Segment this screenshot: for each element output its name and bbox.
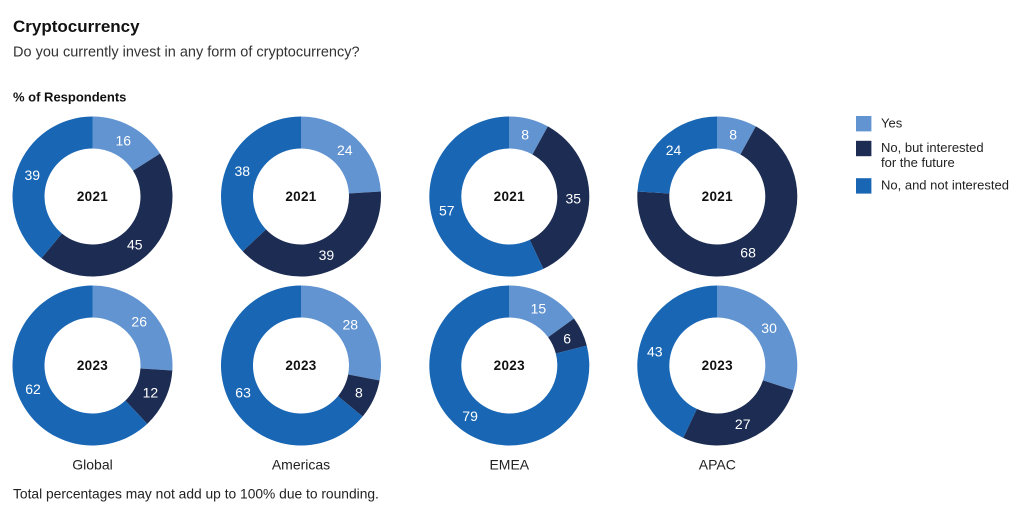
- svg-text:43: 43: [647, 344, 663, 360]
- svg-text:30: 30: [761, 320, 777, 336]
- svg-text:62: 62: [25, 381, 41, 397]
- svg-text:39: 39: [319, 247, 335, 263]
- svg-text:12: 12: [143, 385, 159, 401]
- svg-text:57: 57: [439, 203, 455, 219]
- svg-text:APAC: APAC: [699, 457, 736, 473]
- svg-text:Total percentages may not add: Total percentages may not add up to 100%…: [13, 487, 379, 502]
- svg-text:8: 8: [521, 127, 529, 143]
- svg-text:2021: 2021: [494, 189, 525, 204]
- svg-text:16: 16: [116, 132, 132, 148]
- svg-text:8: 8: [729, 127, 737, 143]
- svg-text:28: 28: [343, 317, 359, 333]
- svg-text:Americas: Americas: [272, 457, 330, 473]
- svg-text:No, but interested: No, but interested: [881, 140, 984, 155]
- svg-text:Global: Global: [72, 457, 112, 473]
- svg-text:for the future: for the future: [881, 155, 955, 170]
- svg-text:24: 24: [666, 142, 682, 158]
- svg-text:68: 68: [740, 245, 756, 261]
- svg-text:45: 45: [127, 237, 143, 253]
- svg-text:2023: 2023: [494, 358, 525, 373]
- svg-text:79: 79: [462, 408, 478, 424]
- svg-text:2023: 2023: [285, 358, 316, 373]
- svg-text:2021: 2021: [77, 189, 108, 204]
- svg-text:Cryptocurrency: Cryptocurrency: [13, 17, 140, 36]
- svg-text:35: 35: [566, 191, 582, 207]
- svg-text:27: 27: [735, 416, 751, 432]
- svg-text:39: 39: [25, 167, 41, 183]
- svg-text:% of Respondents: % of Respondents: [13, 90, 126, 105]
- svg-text:No, and not interested: No, and not interested: [881, 178, 1009, 193]
- svg-text:EMEA: EMEA: [489, 457, 529, 473]
- svg-text:6: 6: [563, 330, 571, 346]
- svg-text:38: 38: [235, 163, 251, 179]
- svg-text:8: 8: [355, 385, 363, 401]
- svg-text:2023: 2023: [702, 358, 733, 373]
- svg-text:15: 15: [531, 301, 547, 317]
- svg-text:24: 24: [337, 142, 353, 158]
- svg-text:26: 26: [131, 314, 147, 330]
- svg-text:2021: 2021: [702, 189, 733, 204]
- svg-text:63: 63: [235, 385, 251, 401]
- svg-text:2023: 2023: [77, 358, 108, 373]
- svg-text:Do you currently invest in any: Do you currently invest in any form of c…: [13, 45, 360, 61]
- svg-text:Yes: Yes: [881, 116, 903, 131]
- svg-text:2021: 2021: [285, 189, 316, 204]
